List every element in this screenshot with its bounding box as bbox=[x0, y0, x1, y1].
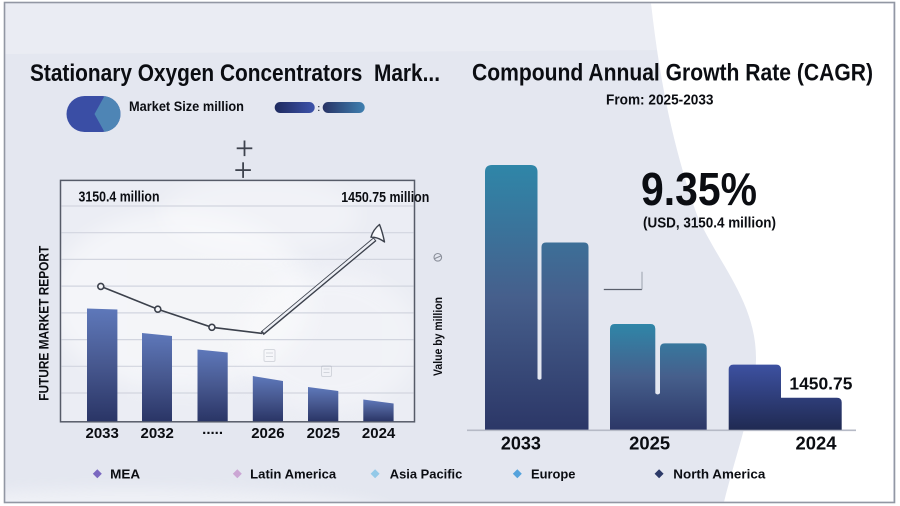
svg-text:2032: 2032 bbox=[141, 425, 174, 442]
svg-text:2025: 2025 bbox=[307, 425, 340, 442]
svg-text:MEA: MEA bbox=[110, 467, 141, 482]
svg-text:2025: 2025 bbox=[629, 434, 670, 454]
svg-text:Europe: Europe bbox=[531, 467, 576, 482]
svg-text:.....: ..... bbox=[202, 421, 223, 438]
svg-text:9.35%: 9.35% bbox=[641, 163, 757, 215]
svg-text:Latin America: Latin America bbox=[250, 467, 337, 482]
svg-text:Market Size million: Market Size million bbox=[129, 98, 244, 114]
svg-text:From: 2025-2033: From: 2025-2033 bbox=[606, 93, 714, 109]
svg-text:2033: 2033 bbox=[86, 425, 119, 442]
svg-text:Value by million: Value by million bbox=[431, 297, 445, 376]
svg-text:1450.75 million: 1450.75 million bbox=[341, 190, 429, 206]
svg-text:3150.4 million: 3150.4 million bbox=[79, 190, 160, 206]
svg-text::: : bbox=[317, 103, 320, 113]
svg-text:1450.75: 1450.75 bbox=[789, 374, 852, 394]
svg-text:Compound Annual Growth Rate (C: Compound Annual Growth Rate (CAGR) bbox=[472, 60, 873, 87]
svg-text:2033: 2033 bbox=[501, 434, 541, 454]
svg-text:Asia Pacific: Asia Pacific bbox=[390, 467, 463, 482]
svg-text:2024: 2024 bbox=[362, 425, 396, 442]
svg-text:2026: 2026 bbox=[251, 425, 284, 442]
svg-text:(USD, 3150.4 million): (USD, 3150.4 million) bbox=[643, 215, 776, 232]
svg-text:North America: North America bbox=[673, 467, 766, 482]
svg-text:FUTURE MARKET REPORT: FUTURE MARKET REPORT bbox=[36, 245, 52, 400]
svg-text:Stationary Oxygen Concentrator: Stationary Oxygen Concentrators Mark... bbox=[30, 60, 440, 87]
svg-text:2024: 2024 bbox=[796, 434, 837, 454]
